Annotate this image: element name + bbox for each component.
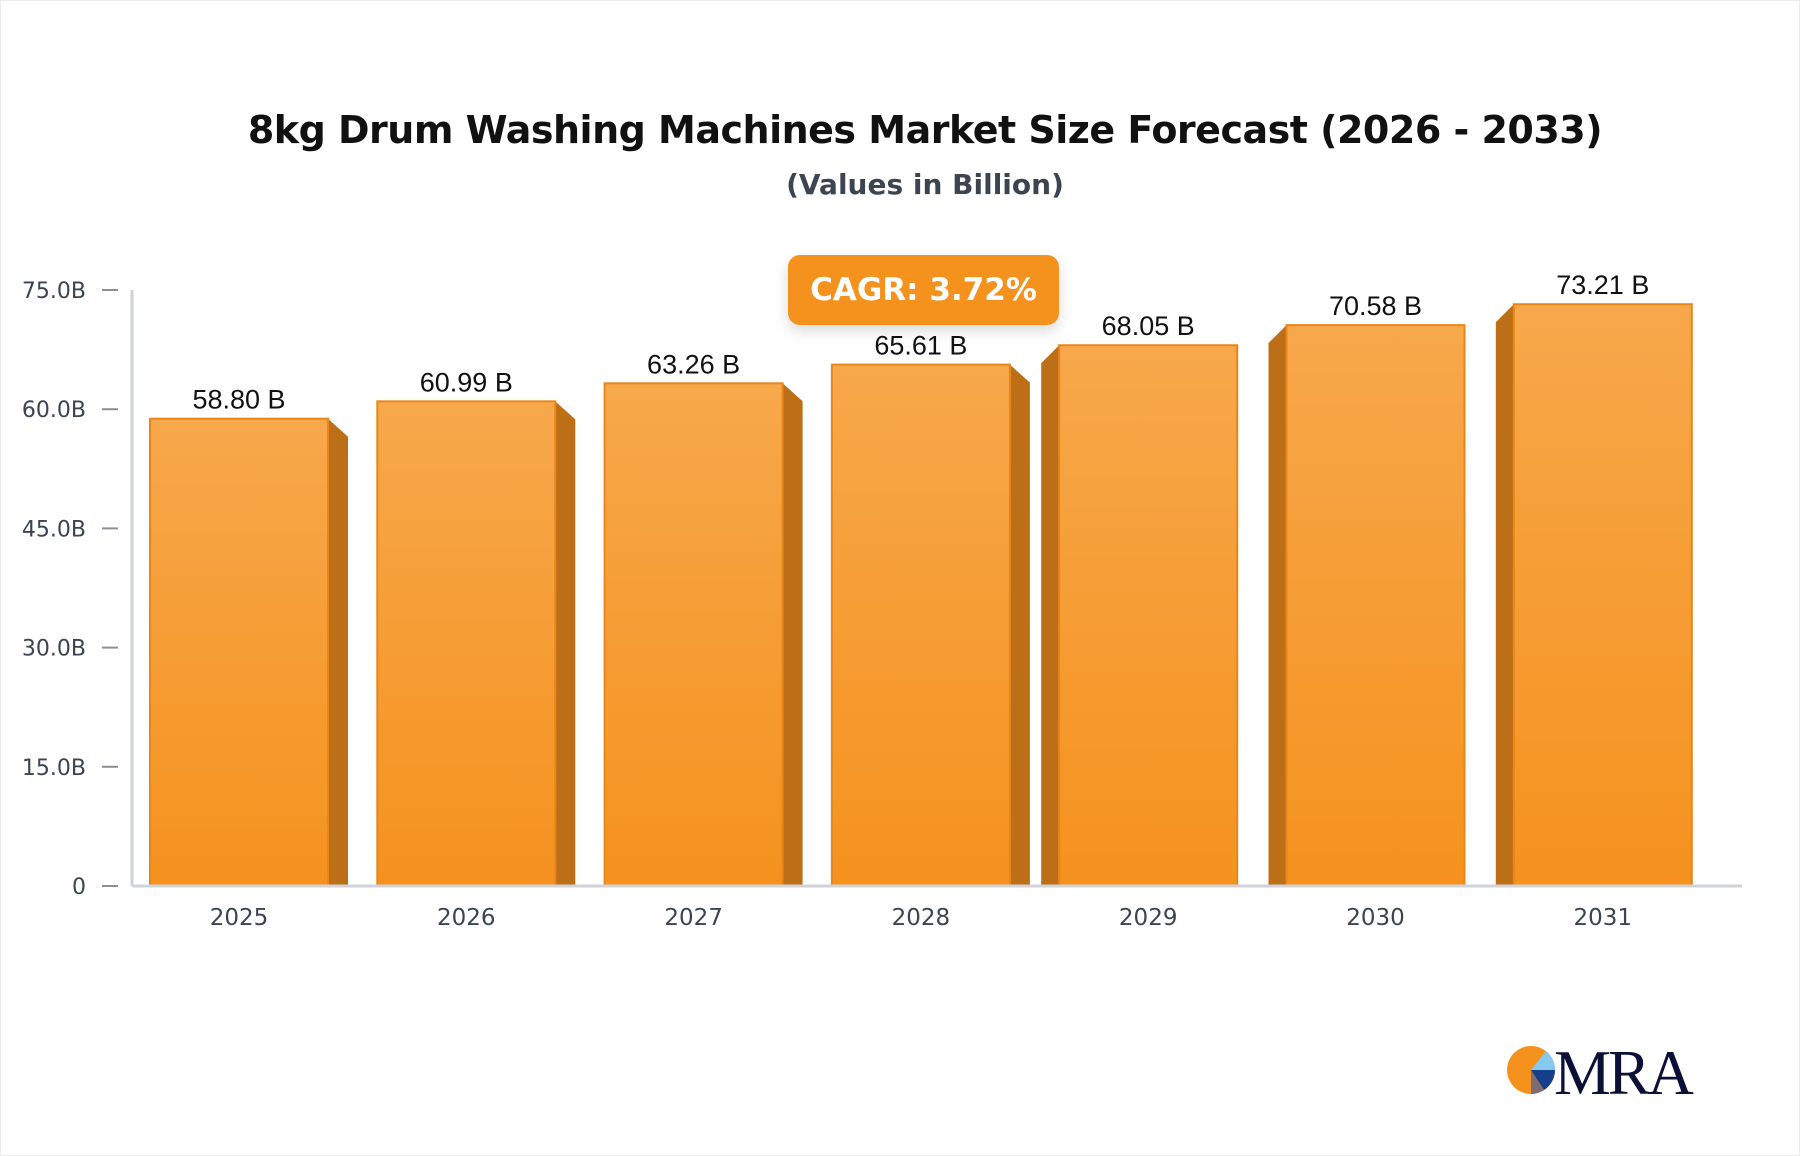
data-label: 73.21 B: [1556, 270, 1649, 300]
bar: [1058, 344, 1239, 888]
data-label: 65.61 B: [874, 331, 967, 361]
x-tick-label: 2025: [210, 905, 269, 931]
bar-side: [1268, 325, 1287, 886]
bar: [149, 417, 329, 887]
y-tick-label: 60.0B: [22, 398, 86, 423]
bar-side: [555, 401, 576, 886]
bar-2030: 70.58 B: [1268, 291, 1466, 887]
bar: [376, 400, 557, 887]
svg-text:MRA: MRA: [1554, 1040, 1694, 1100]
bar-side: [782, 383, 803, 886]
bar-side: [1495, 304, 1514, 886]
x-tick-label: 2030: [1346, 905, 1405, 931]
x-tick-label: 2028: [892, 905, 951, 931]
mra-logo: MRA: [1507, 1040, 1696, 1100]
bar-side: [1041, 345, 1060, 886]
bar: [603, 382, 784, 887]
data-label: 70.58 B: [1329, 291, 1422, 321]
x-tick-label: 2026: [437, 905, 496, 931]
x-tick-label: 2029: [1119, 905, 1178, 931]
y-tick-label: 0: [72, 875, 86, 900]
bar-side: [328, 418, 348, 886]
bar-side: [1009, 364, 1030, 886]
x-tick-label: 2027: [664, 905, 723, 931]
bar: [1512, 303, 1693, 887]
chart-subtitle: (Values in Billion): [786, 168, 1064, 201]
cagr-badge: CAGR: 3.72%: [788, 255, 1059, 325]
y-tick-label: 45.0B: [22, 517, 86, 542]
bar-2027: 63.26 B: [603, 349, 803, 887]
bar: [830, 363, 1011, 887]
y-tick-label: 15.0B: [22, 756, 86, 781]
y-tick-label: 75.0B: [22, 279, 86, 304]
bar-2029: 68.05 B: [1041, 311, 1239, 888]
chart-title: 8kg Drum Washing Machines Market Size Fo…: [247, 108, 1603, 152]
bar: [1285, 324, 1466, 887]
x-tick-label: 2031: [1574, 905, 1633, 931]
data-label: 68.05 B: [1102, 311, 1195, 341]
data-label: 60.99 B: [420, 367, 513, 397]
y-tick-label: 30.0B: [22, 637, 86, 662]
bar-2026: 60.99 B: [376, 367, 576, 887]
data-label: 58.80 B: [192, 385, 285, 415]
bar-2031: 73.21 B: [1495, 270, 1693, 887]
data-label: 63.26 B: [647, 349, 740, 379]
bar-2028: 65.61 B: [830, 331, 1030, 887]
bar-2025: 58.80 B: [149, 385, 348, 887]
